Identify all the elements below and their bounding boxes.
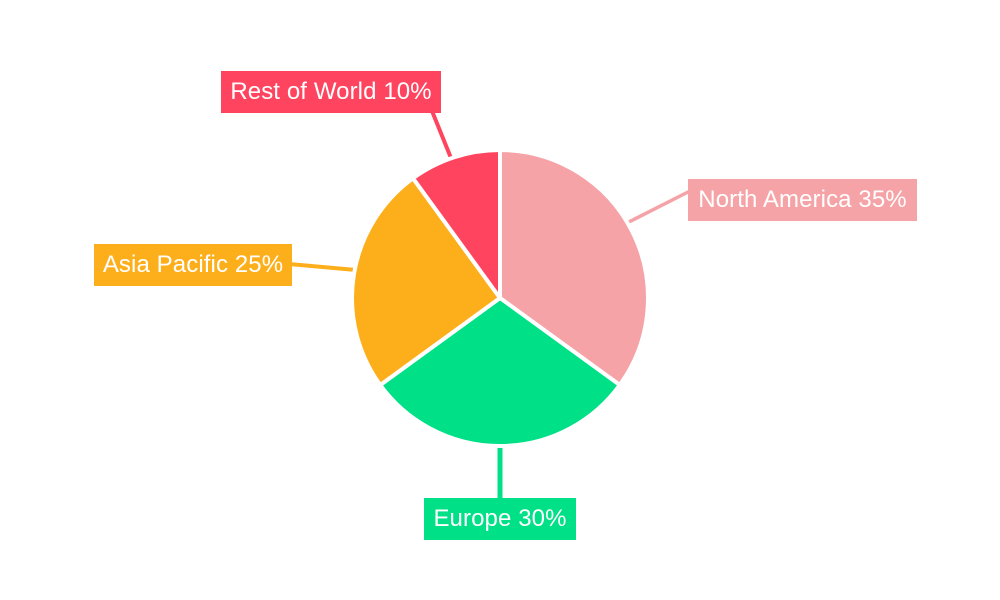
pie-slice-europe[interactable] (378, 296, 622, 448)
leader-line-north-america (616, 188, 693, 230)
data-label-rest-of-world[interactable]: Rest of World 10% (221, 71, 441, 113)
pie-slices (350, 148, 650, 448)
data-label-north-america[interactable]: North America 35% (688, 179, 917, 221)
pie-slice-north-america[interactable] (498, 148, 650, 387)
data-label-asia-pacific[interactable]: Asia Pacific 25% (94, 244, 292, 286)
leader-line-asia-pacific (288, 262, 357, 272)
data-label-europe[interactable]: Europe 30% (424, 498, 576, 540)
pie-slice-asia-pacific[interactable] (350, 176, 502, 387)
pie-slice-rest-of-world[interactable] (411, 148, 502, 300)
